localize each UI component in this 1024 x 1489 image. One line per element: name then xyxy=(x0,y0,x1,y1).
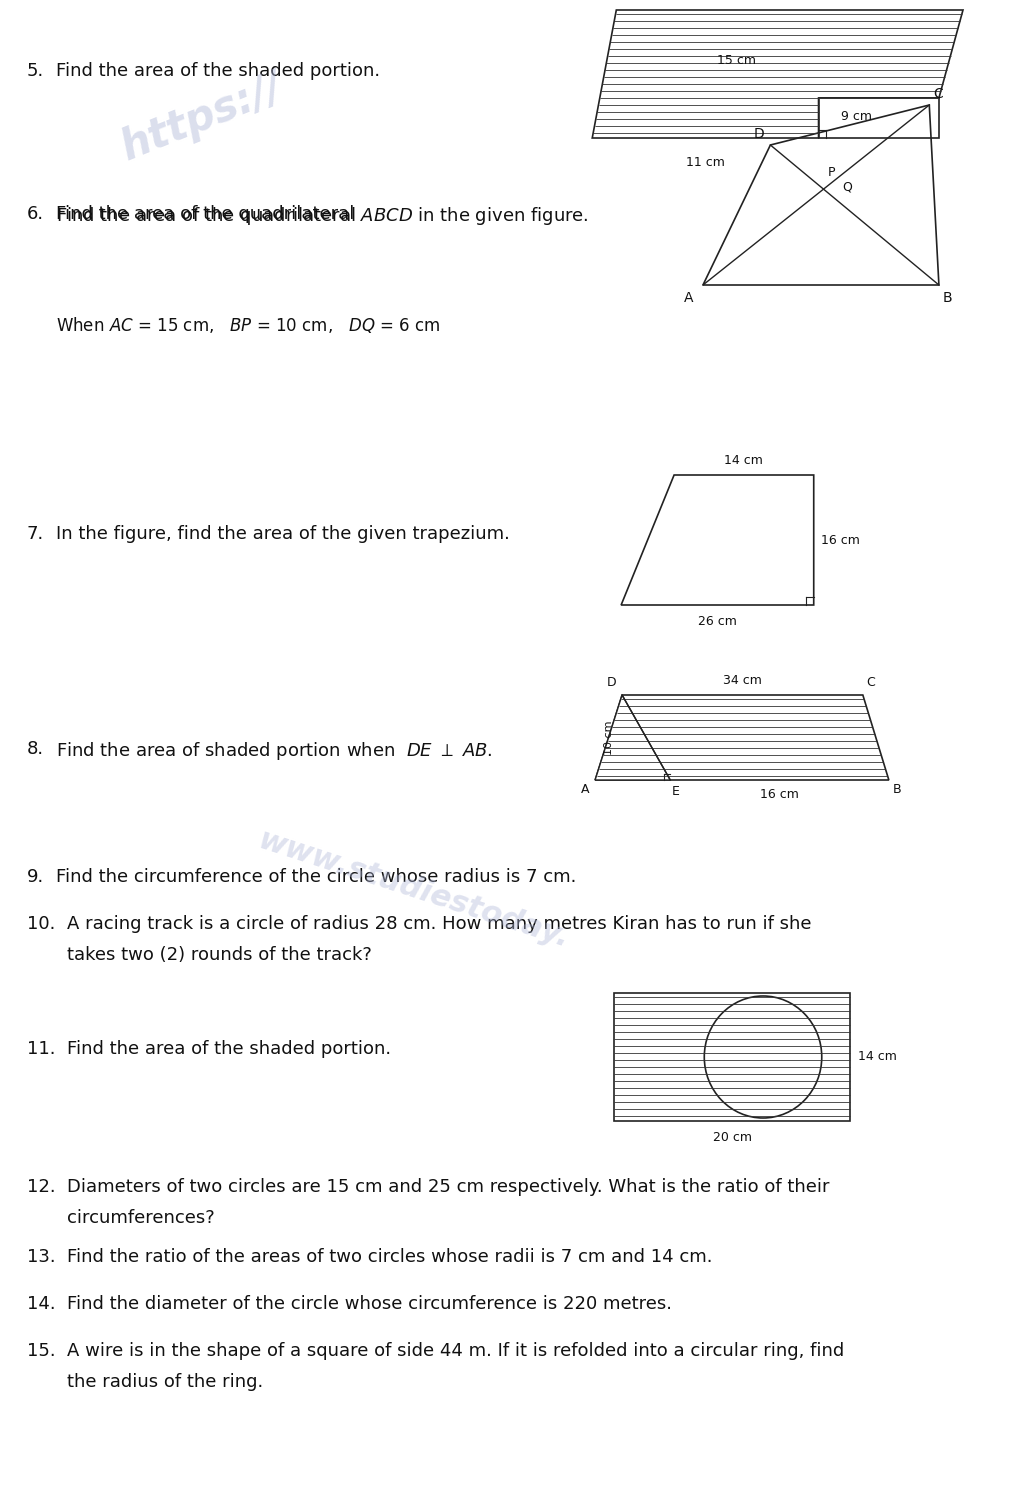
Text: 6.: 6. xyxy=(27,205,44,223)
Text: 5.: 5. xyxy=(27,63,44,80)
Text: A wire is in the shape of a square of side 44 m. If it is refolded into a circul: A wire is in the shape of a square of si… xyxy=(68,1342,845,1359)
Text: 34 cm: 34 cm xyxy=(723,675,762,686)
Text: 16 cm: 16 cm xyxy=(821,533,860,546)
Text: P: P xyxy=(827,167,835,179)
Text: D: D xyxy=(606,676,616,689)
Text: www.studiestoday.: www.studiestoday. xyxy=(255,826,573,954)
Text: circumferences?: circumferences? xyxy=(68,1209,215,1227)
Text: 15 cm: 15 cm xyxy=(717,54,756,67)
Text: Find the circumference of the circle whose radius is 7 cm.: Find the circumference of the circle who… xyxy=(56,868,577,886)
Text: 13.: 13. xyxy=(27,1248,55,1266)
Polygon shape xyxy=(595,695,671,780)
Text: 15.: 15. xyxy=(27,1342,55,1359)
Text: Find the ratio of the areas of two circles whose radii is 7 cm and 14 cm.: Find the ratio of the areas of two circl… xyxy=(68,1248,713,1266)
Text: Q: Q xyxy=(843,182,853,194)
Text: takes two (2) rounds of the track?: takes two (2) rounds of the track? xyxy=(68,946,373,963)
Text: 26 cm: 26 cm xyxy=(698,615,737,628)
Text: 14 cm: 14 cm xyxy=(858,1051,897,1063)
Text: 11.: 11. xyxy=(27,1039,55,1059)
Text: B: B xyxy=(893,783,901,797)
Text: C: C xyxy=(933,86,943,101)
Text: 16 cm: 16 cm xyxy=(760,788,799,801)
Text: A: A xyxy=(581,783,590,797)
Text: In the figure, find the area of the given trapezium.: In the figure, find the area of the give… xyxy=(56,526,510,543)
Text: 14 cm: 14 cm xyxy=(724,454,763,468)
Text: E: E xyxy=(672,785,680,798)
Text: 8.: 8. xyxy=(27,740,44,758)
Text: Find the area of shaded portion when  $DE$ $\perp$ $AB$.: Find the area of shaded portion when $DE… xyxy=(56,740,493,762)
Text: D: D xyxy=(754,127,765,141)
Text: https://: https:// xyxy=(115,67,290,170)
Text: Find the area of the shaded portion.: Find the area of the shaded portion. xyxy=(68,1039,391,1059)
Circle shape xyxy=(705,996,822,1118)
Text: 7.: 7. xyxy=(27,526,44,543)
Text: Diameters of two circles are 15 cm and 25 cm respectively. What is the ratio of : Diameters of two circles are 15 cm and 2… xyxy=(68,1178,829,1196)
Text: 11 cm: 11 cm xyxy=(686,156,725,168)
Text: C: C xyxy=(866,676,876,689)
Text: B: B xyxy=(943,290,952,305)
Text: A racing track is a circle of radius 28 cm. How many metres Kiran has to run if : A racing track is a circle of radius 28 … xyxy=(68,916,812,934)
Text: A: A xyxy=(684,290,693,305)
Text: Find the diameter of the circle whose circumference is 220 metres.: Find the diameter of the circle whose ci… xyxy=(68,1295,673,1313)
Text: 20 cm: 20 cm xyxy=(713,1132,752,1144)
Text: 12.: 12. xyxy=(27,1178,55,1196)
Text: the radius of the ring.: the radius of the ring. xyxy=(68,1373,263,1391)
Text: 14.: 14. xyxy=(27,1295,55,1313)
Polygon shape xyxy=(818,98,939,138)
Text: 9.: 9. xyxy=(27,868,44,886)
Text: Find the area of the shaded portion.: Find the area of the shaded portion. xyxy=(56,63,380,80)
Text: When $AC$ = 15 cm,   $BP$ = 10 cm,   $DQ$ = 6 cm: When $AC$ = 15 cm, $BP$ = 10 cm, $DQ$ = … xyxy=(56,316,440,335)
Text: 10.: 10. xyxy=(27,916,55,934)
Text: 9 cm: 9 cm xyxy=(841,110,871,122)
Text: 10 cm: 10 cm xyxy=(603,721,613,755)
Text: Find the area of the quadrilateral $ABCD$ in the given figure.: Find the area of the quadrilateral $ABCD… xyxy=(56,205,589,226)
Text: Find the area of the quadrilateral: Find the area of the quadrilateral xyxy=(56,205,360,223)
